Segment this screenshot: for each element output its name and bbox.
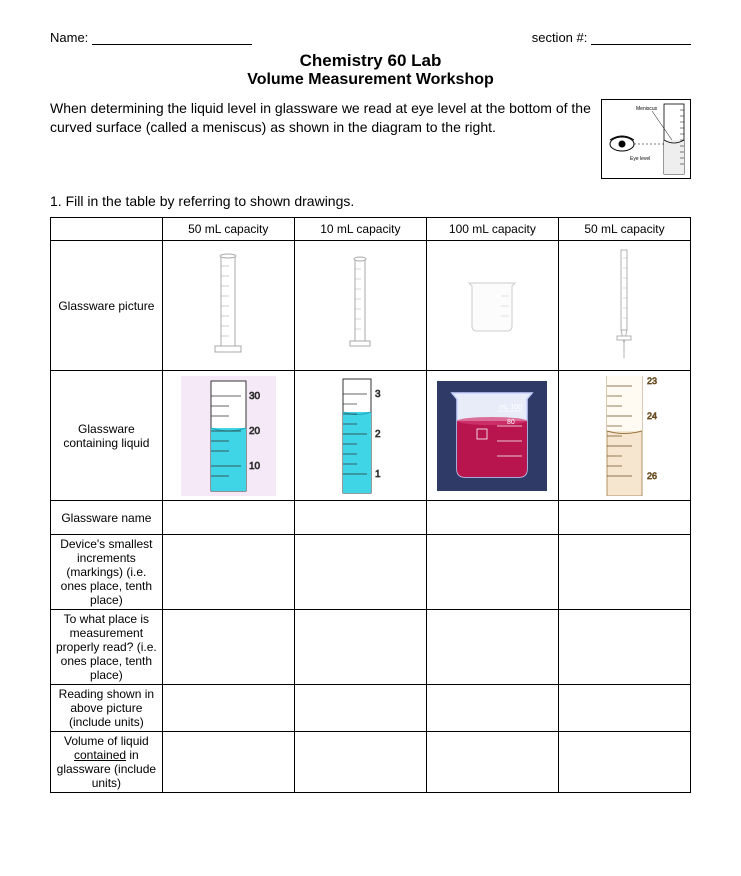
cell-inc-1[interactable]	[294, 535, 426, 610]
rowlabel-6: Volume of liquid contained in glassware …	[51, 732, 163, 793]
blank-corner	[51, 218, 163, 241]
cell-vol-2[interactable]	[426, 732, 558, 793]
row-glassware-picture: Glassware picture	[51, 241, 691, 371]
cell-read-0[interactable]	[162, 685, 294, 732]
svg-text:3: 3	[375, 389, 381, 400]
svg-text:80: 80	[507, 419, 515, 426]
q1-num: 1.	[50, 193, 62, 209]
question-1: 1. Fill in the table by referring to sho…	[50, 193, 691, 209]
header-row: 50 mL capacity 10 mL capacity 100 mL cap…	[51, 218, 691, 241]
pic-1	[294, 241, 426, 371]
header-line: Name: section #:	[50, 30, 691, 45]
cell-inc-3[interactable]	[558, 535, 690, 610]
cell-prec-3[interactable]	[558, 610, 690, 685]
cell-prec-2[interactable]	[426, 610, 558, 685]
section-label-text: section #:	[532, 30, 588, 45]
row-increments: Device's smallest increments (markings) …	[51, 535, 691, 610]
pic-3	[558, 241, 690, 371]
rowlabel-0: Glassware picture	[51, 241, 163, 371]
section-label: section #:	[532, 30, 691, 45]
cell-prec-0[interactable]	[162, 610, 294, 685]
section-blank[interactable]	[591, 31, 691, 45]
row-reading: Reading shown in above picture (include …	[51, 685, 691, 732]
intro-after: as shown in the diagram to the right.	[266, 119, 496, 135]
name-label-text: Name:	[50, 30, 88, 45]
col-h-1: 10 mL capacity	[294, 218, 426, 241]
cell-read-3[interactable]	[558, 685, 690, 732]
svg-text:26: 26	[647, 471, 657, 481]
svg-text:1: 1	[375, 469, 381, 480]
title-line1: Chemistry 60 Lab	[50, 51, 691, 71]
cell-prec-1[interactable]	[294, 610, 426, 685]
cell-vol-0[interactable]	[162, 732, 294, 793]
cell-name-0[interactable]	[162, 501, 294, 535]
cell-inc-2[interactable]	[426, 535, 558, 610]
liq-1: 3 2 1	[294, 371, 426, 501]
cell-name-3[interactable]	[558, 501, 690, 535]
rowlabel-4: To what place is measurement properly re…	[51, 610, 163, 685]
svg-text:20: 20	[249, 426, 261, 437]
intro-wrap: When determining the liquid level in gla…	[50, 99, 691, 179]
pic-2	[426, 241, 558, 371]
name-label: Name:	[50, 30, 252, 45]
svg-text:2: 2	[375, 429, 381, 440]
svg-text:30: 30	[249, 391, 261, 402]
meniscus-diagram: Meniscus Eye level	[601, 99, 691, 179]
row-precision: To what place is measurement properly re…	[51, 610, 691, 685]
cell-read-2[interactable]	[426, 685, 558, 732]
eyelevel-label: Eye level	[630, 156, 650, 162]
liq-2: mL 100 80	[426, 371, 558, 501]
rowlabel-5: Reading shown in above picture (include …	[51, 685, 163, 732]
cell-inc-0[interactable]	[162, 535, 294, 610]
col-h-2: 100 mL capacity	[426, 218, 558, 241]
svg-text:mL 100: mL 100	[499, 404, 522, 411]
pic-0	[162, 241, 294, 371]
rowlabel-3: Device's smallest increments (markings) …	[51, 535, 163, 610]
q1-text: Fill in the table by referring to shown …	[66, 193, 355, 209]
cell-name-1[interactable]	[294, 501, 426, 535]
cell-read-1[interactable]	[294, 685, 426, 732]
col-h-3: 50 mL capacity	[558, 218, 690, 241]
cell-vol-3[interactable]	[558, 732, 690, 793]
title-line2: Volume Measurement Workshop	[50, 71, 691, 89]
name-blank[interactable]	[92, 31, 252, 45]
row-volume: Volume of liquid contained in glassware …	[51, 732, 691, 793]
meniscus-label: Meniscus	[636, 106, 658, 112]
cell-name-2[interactable]	[426, 501, 558, 535]
liq-3: 23 24 26	[558, 371, 690, 501]
intro-before: When determining the liquid level in gla…	[50, 100, 509, 116]
row-name: Glassware name	[51, 501, 691, 535]
intro-text: When determining the liquid level in gla…	[50, 99, 593, 137]
liq-0: 30 20 10	[162, 371, 294, 501]
rowlabel-1: Glassware containing liquid	[51, 371, 163, 501]
worksheet-table: 50 mL capacity 10 mL capacity 100 mL cap…	[50, 217, 691, 793]
title-block: Chemistry 60 Lab Volume Measurement Work…	[50, 51, 691, 89]
cell-vol-1[interactable]	[294, 732, 426, 793]
rowlabel-2: Glassware name	[51, 501, 163, 535]
svg-text:10: 10	[249, 461, 261, 472]
col-h-0: 50 mL capacity	[162, 218, 294, 241]
svg-text:23: 23	[647, 376, 657, 386]
row-glassware-liquid: Glassware containing liquid 30 20 10	[51, 371, 691, 501]
svg-text:24: 24	[647, 411, 657, 421]
